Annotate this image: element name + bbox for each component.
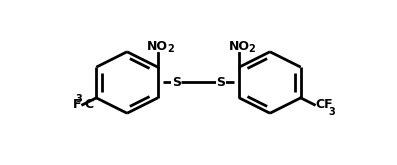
Text: S: S	[172, 76, 181, 89]
Text: 3: 3	[329, 107, 335, 117]
Text: C: C	[85, 98, 94, 111]
Text: NO: NO	[229, 40, 250, 53]
Text: 2: 2	[167, 44, 174, 54]
Text: F: F	[73, 98, 82, 111]
Text: S: S	[216, 76, 225, 89]
Text: NO: NO	[147, 40, 168, 53]
Text: 2: 2	[249, 44, 255, 54]
Text: CF: CF	[315, 98, 333, 111]
Text: 3: 3	[75, 94, 82, 104]
